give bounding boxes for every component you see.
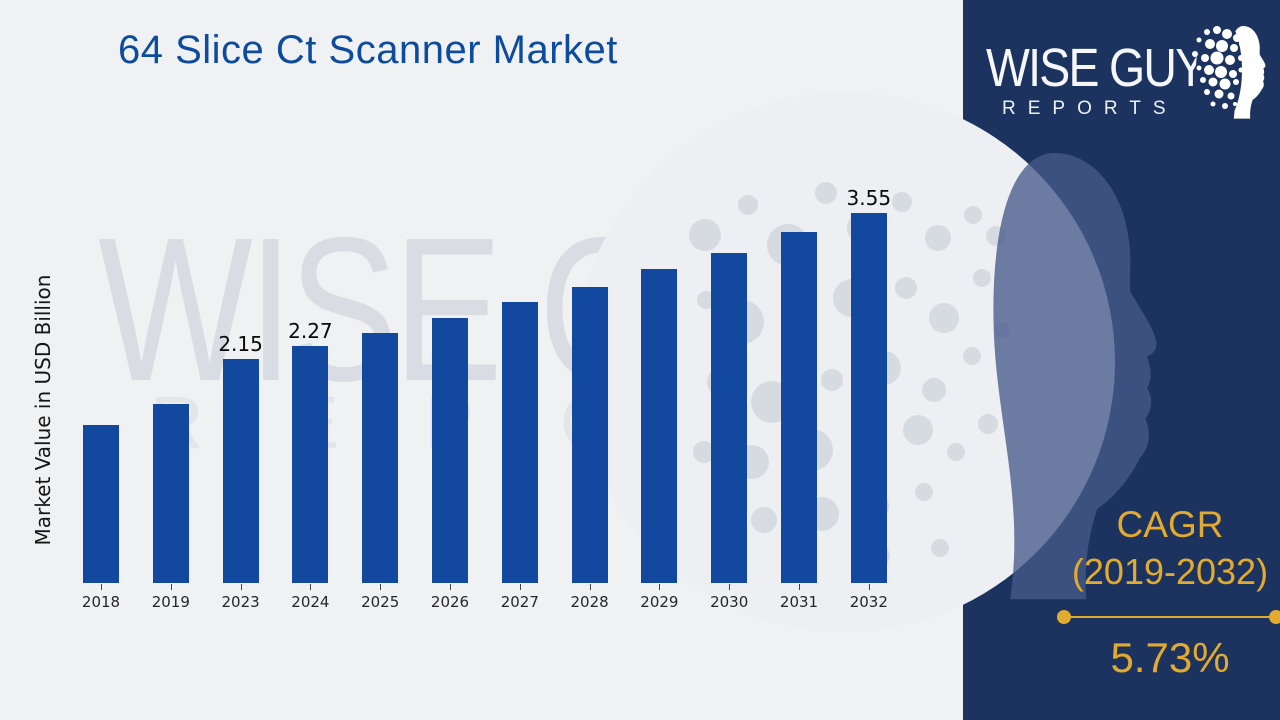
brand-wordmark-sub: REPORTS — [1002, 97, 1178, 119]
bar — [501, 302, 538, 583]
x-axis-tick — [450, 584, 451, 590]
x-tick-label: 2030 — [710, 593, 749, 611]
cagr-value: 5.73% — [1110, 633, 1230, 681]
bar — [781, 232, 817, 583]
x-axis-tick — [380, 584, 382, 590]
cagr-label: CAGR — [1116, 504, 1224, 545]
x-axis-tick — [729, 584, 731, 590]
brand-head-icon — [1192, 24, 1266, 120]
bar — [292, 346, 329, 583]
x-tick-label: 2028 — [570, 593, 609, 611]
x-axis-tick — [240, 584, 242, 590]
bar — [711, 253, 748, 583]
brand-logo: WISE GUY REPORTS — [986, 40, 1280, 120]
bar-value-label: 3.55 — [846, 186, 892, 210]
bar — [83, 425, 119, 583]
x-tick-label: 2025 — [361, 593, 400, 611]
x-axis-tick — [310, 584, 312, 590]
bar — [641, 269, 678, 583]
bar — [432, 318, 468, 583]
x-axis-tick — [659, 584, 661, 590]
x-tick-label: 2023 — [221, 593, 260, 611]
x-axis-tick — [589, 584, 591, 590]
page-title: 64 Slice Ct Scanner Market — [118, 28, 618, 72]
cagr-range: (2019-2032) — [1071, 550, 1269, 592]
bar — [362, 333, 399, 583]
x-tick-label: 2024 — [291, 593, 330, 611]
x-axis-tick — [519, 584, 521, 590]
bar — [222, 359, 259, 583]
bar-value-label: 2.27 — [288, 319, 333, 343]
bar — [152, 404, 189, 583]
bar — [571, 287, 608, 583]
bar — [850, 213, 887, 583]
bar-value-label: 2.15 — [218, 332, 263, 356]
brand-wordmark: WISE GUY — [986, 38, 1206, 98]
brand-head-dots — [1192, 26, 1245, 109]
x-tick-label: 2019 — [151, 593, 190, 611]
x-axis-tick — [799, 584, 800, 590]
x-tick-label: 2029 — [640, 593, 679, 611]
x-axis-tick — [868, 584, 870, 590]
x-tick-label: 2018 — [81, 593, 121, 611]
x-tick-label: 2032 — [849, 593, 888, 611]
x-tick-label: 2027 — [500, 593, 539, 611]
cagr-block: CAGR (2019-2032) 5.73% — [1050, 504, 1280, 682]
x-axis-tick — [170, 584, 172, 590]
x-tick-label: 2026 — [430, 593, 470, 611]
cagr-divider — [1057, 609, 1280, 624]
x-axis-tick — [101, 584, 102, 590]
x-tick-label: 2031 — [779, 593, 819, 611]
